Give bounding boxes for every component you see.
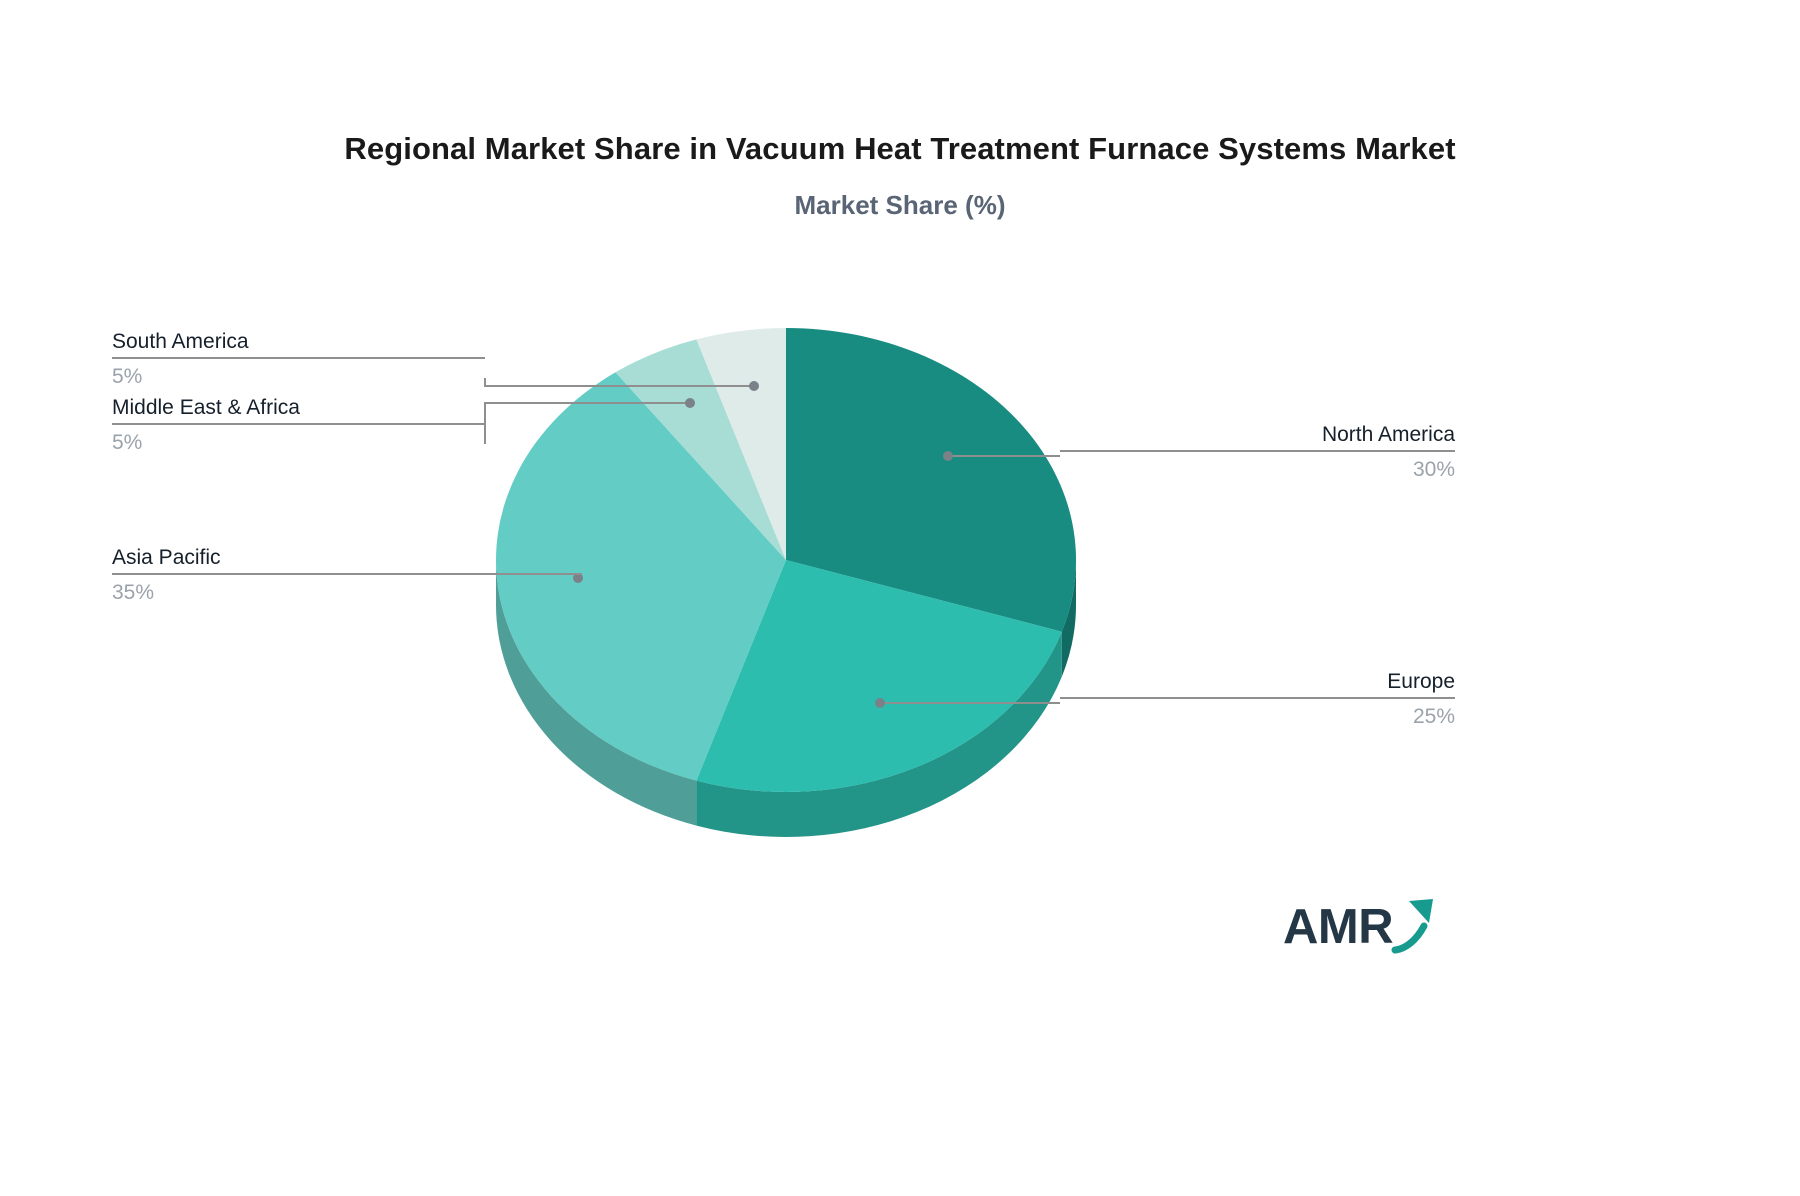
pie-slice-middle-east-africa[interactable]	[615, 339, 787, 560]
callout-value-asia-pacific: 35%	[112, 580, 155, 604]
pie-side-europe	[696, 631, 1062, 837]
leader-dot-europe	[875, 698, 885, 708]
chart-subtitle: Market Share (%)	[794, 190, 1006, 220]
leader-dot-asia-pacific	[573, 573, 583, 583]
pie-slice-asia-pacific[interactable]	[496, 372, 786, 781]
callout-rule-europe	[1060, 696, 1455, 699]
callout-rule-middle-east-africa	[112, 422, 485, 425]
amr-logo: AMR	[1283, 895, 1448, 965]
callout-label-middle-east-africa: Middle East & Africa	[112, 396, 300, 419]
callout-label-asia-pacific: Asia Pacific	[112, 546, 221, 569]
callout-north-america[interactable]: North America 30%	[1060, 423, 1455, 483]
pie-3d-side	[496, 560, 1076, 837]
leader-line-middle-east-africa	[484, 402, 690, 444]
pie-slice-europe[interactable]	[696, 560, 1062, 792]
leader-line-south-america	[484, 378, 754, 387]
leader-dot-middle-east-africa	[685, 398, 695, 408]
callout-middle-east-africa[interactable]: Middle East & Africa 5%	[112, 396, 485, 456]
amr-logo-text: AMR	[1283, 900, 1394, 954]
leader-dot-north-america	[943, 451, 953, 461]
callout-asia-pacific[interactable]: Asia Pacific 35%	[112, 546, 582, 606]
pie-top-faces	[496, 328, 1076, 792]
callout-rule-asia-pacific	[112, 572, 582, 575]
callout-rule-north-america	[1060, 449, 1455, 452]
callout-label-south-america: South America	[112, 330, 249, 353]
callout-rule-south-america	[112, 356, 485, 359]
callout-value-south-america: 5%	[112, 364, 143, 388]
callout-value-north-america: 30%	[1412, 457, 1455, 481]
leader-lines	[484, 378, 1060, 708]
callout-value-europe: 25%	[1412, 704, 1455, 728]
pie-slice-north-america[interactable]	[786, 328, 1076, 632]
callout-europe[interactable]: Europe 25%	[1060, 670, 1455, 730]
callout-label-europe: Europe	[1387, 670, 1455, 693]
callout-value-middle-east-africa: 5%	[112, 430, 143, 454]
callout-south-america[interactable]: South America 5%	[112, 330, 485, 390]
pie-side-asia-pacific	[496, 560, 697, 826]
pie-side-north-america	[1061, 560, 1076, 677]
amr-arrow-icon	[1391, 899, 1433, 954]
leader-dot-south-america	[749, 381, 759, 391]
callout-label-north-america: North America	[1321, 423, 1455, 446]
chart-title: Regional Market Share in Vacuum Heat Tre…	[344, 131, 1456, 166]
